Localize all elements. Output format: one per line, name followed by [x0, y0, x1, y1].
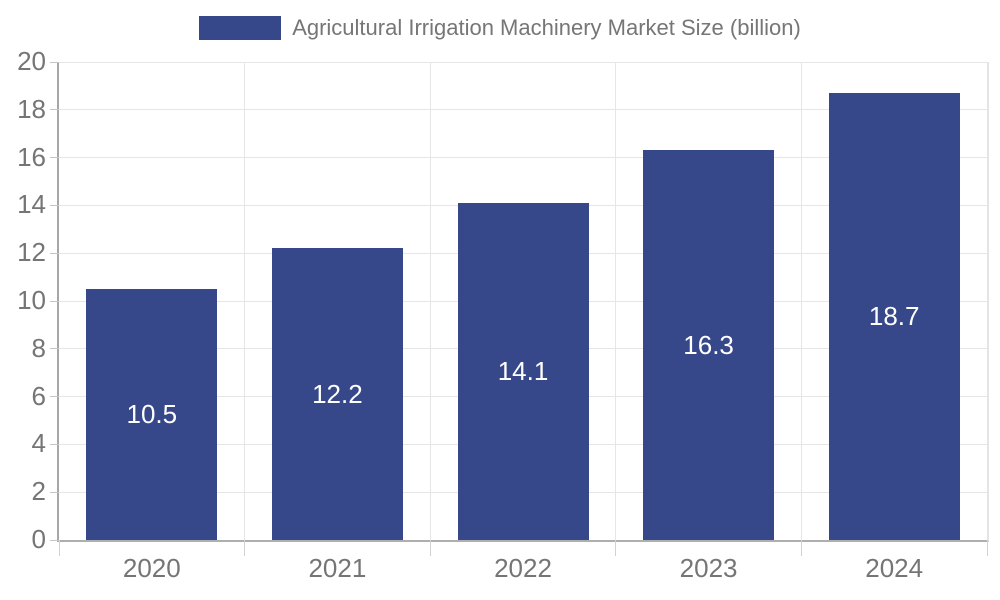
y-tick-mark-16 — [50, 157, 59, 159]
gridline-y-16 — [59, 157, 987, 159]
gridline-y-18 — [59, 109, 987, 111]
bar-2020 — [86, 289, 218, 540]
x-tick-mark-1 — [244, 540, 246, 556]
bar-value-label-2023: 16.3 — [683, 329, 734, 360]
y-tick-label-10: 10 — [17, 284, 46, 315]
gridline-x-4 — [800, 62, 802, 540]
plot-area: 0 2 4 6 8 10 12 14 16 18 20 10.5 2020 12.2 2021 14.1 202… — [17, 46, 989, 583]
y-tick-mark-14 — [50, 204, 59, 206]
y-tick-label-16: 16 — [17, 141, 46, 172]
legend-label: Agricultural Irrigation Machinery Market… — [292, 15, 801, 40]
bar-2021 — [271, 248, 403, 540]
y-tick-mark-4 — [50, 443, 59, 445]
bar-value-label-2022: 14.1 — [497, 355, 549, 386]
y-tick-label-4: 4 — [31, 428, 46, 459]
y-tick-mark-10 — [50, 300, 59, 302]
y-tick-mark-8 — [50, 348, 59, 350]
x-tick-label-2023: 2023 — [679, 553, 738, 583]
y-tick-label-18: 18 — [17, 93, 46, 124]
y-tick-mark-20 — [50, 61, 59, 63]
x-tick-mark-3 — [615, 540, 617, 556]
x-tick-label-2020: 2020 — [122, 553, 181, 583]
x-tick-mark-0 — [58, 540, 60, 556]
y-tick-label-8: 8 — [31, 332, 46, 363]
gridline-y-20 — [59, 61, 987, 63]
legend-swatch — [199, 16, 282, 40]
x-tick-label-2024: 2024 — [865, 553, 924, 583]
bar-value-label-2024: 18.7 — [868, 301, 920, 332]
gridline-x-3 — [615, 62, 617, 540]
gridline-x-1 — [244, 62, 246, 540]
x-tick-mark-5 — [986, 540, 988, 556]
y-tick-label-6: 6 — [31, 380, 46, 411]
x-tick-mark-2 — [429, 540, 431, 556]
y-tick-mark-12 — [50, 252, 59, 254]
x-tick-label-2021: 2021 — [308, 553, 367, 583]
x-tick-label-2022: 2022 — [494, 553, 552, 583]
y-tick-label-2: 2 — [31, 476, 46, 507]
y-tick-mark-2 — [50, 491, 59, 493]
x-tick-mark-4 — [800, 540, 802, 556]
y-tick-label-0: 0 — [31, 523, 46, 554]
bar-value-label-2020: 10.5 — [126, 399, 178, 430]
legend[interactable]: Agricultural Irrigation Machinery Market… — [0, 15, 1000, 41]
gridline-x-2 — [429, 62, 431, 540]
bar-value-label-2021: 12.2 — [312, 378, 363, 409]
y-tick-label-14: 14 — [17, 189, 46, 220]
y-tick-mark-0 — [50, 539, 59, 541]
bar-2023 — [643, 150, 775, 540]
y-tick-label-12: 12 — [17, 237, 46, 268]
y-tick-mark-6 — [50, 396, 59, 398]
bar-2022 — [457, 203, 589, 540]
bar-2024 — [828, 93, 960, 540]
y-tick-mark-18 — [50, 109, 59, 111]
y-tick-label-20: 20 — [17, 45, 46, 76]
